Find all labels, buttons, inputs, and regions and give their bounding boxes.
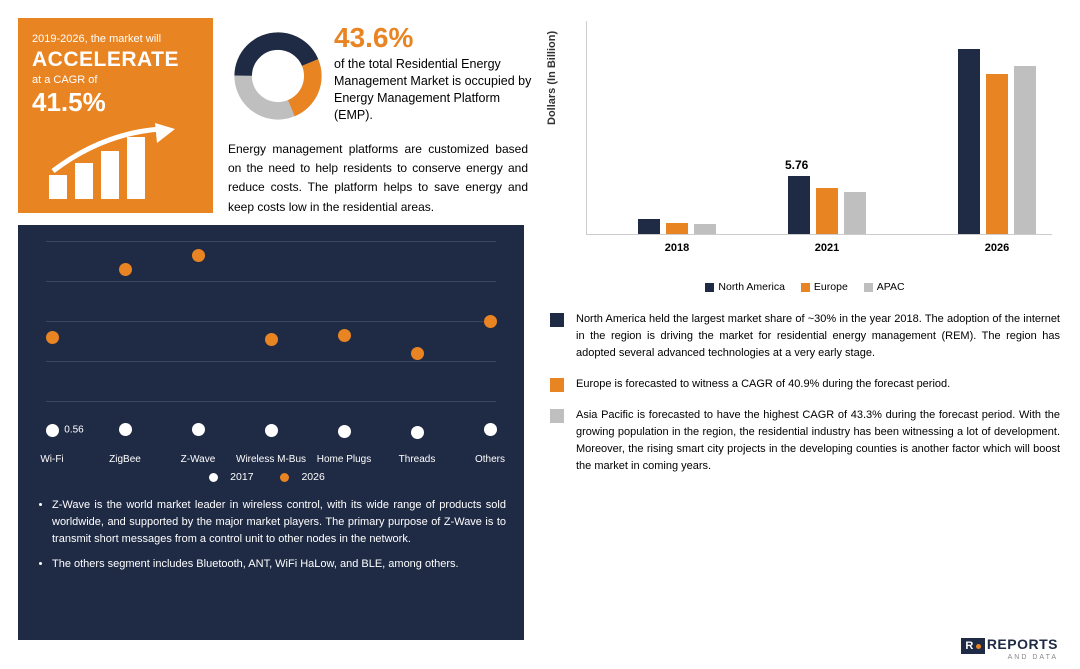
scatter-point (265, 424, 278, 437)
bar-xlabel: 2021 (777, 242, 877, 254)
donut-chart (232, 30, 324, 122)
bar-xlabel: 2026 (947, 242, 1047, 254)
scatter-panel: Wi-Fi 0.56 ZigBeeZ-WaveWireless M-BusHome … (18, 225, 524, 640)
cagr-sub: at a CAGR of (32, 74, 199, 86)
bar (1014, 66, 1036, 234)
region-note-text: North America held the largest market sh… (576, 311, 1060, 362)
region-note: Europe is forecasted to witness a CAGR o… (550, 376, 1060, 393)
region-note-swatch (550, 313, 564, 327)
scatter-point (338, 425, 351, 438)
brand-logo: RREPORTS AND DATA (961, 636, 1058, 661)
scatter-category-label: Wi-Fi (17, 454, 87, 465)
bar (816, 188, 838, 234)
donut-headline-pct: 43.6% (334, 22, 534, 54)
bar-xlabel: 2018 (627, 242, 727, 254)
scatter-point (265, 333, 278, 346)
scatter-point (411, 347, 424, 360)
scatter-point (192, 249, 205, 262)
emp-paragraph: Energy management platforms are customiz… (228, 140, 528, 217)
bar-value-tag: 5.76 (785, 158, 808, 172)
scatter-point (46, 424, 59, 437)
bar (844, 192, 866, 234)
period-text: 2019-2026, the market will (32, 32, 199, 46)
scatter-category-label: Home Plugs (309, 454, 379, 465)
bar (666, 223, 688, 234)
region-note-text: Asia Pacific is forecasted to have the h… (576, 407, 1060, 475)
scatter-category-label: Wireless M-Bus (236, 454, 306, 465)
bar (958, 49, 980, 234)
scatter-legend: 2017 2026 (36, 471, 506, 483)
scatter-bullet: Z-Wave is the world market leader in wir… (52, 497, 506, 548)
scatter-bullets: Z-Wave is the world market leader in wir… (36, 497, 506, 573)
scatter-chart: Wi-Fi0.56ZigBeeZ-WaveWireless M-BusHome … (36, 235, 506, 465)
region-note: Asia Pacific is forecasted to have the h… (550, 407, 1060, 475)
scatter-point (338, 329, 351, 342)
scatter-point (411, 426, 424, 439)
scatter-category-label: ZigBee (90, 454, 160, 465)
scatter-point (46, 331, 59, 344)
region-note-text: Europe is forecasted to witness a CAGR o… (576, 376, 950, 393)
bar-legend-item: Europe (801, 281, 848, 293)
region-notes: North America held the largest market sh… (550, 311, 1060, 475)
scatter-bullet: The others segment includes Bluetooth, A… (52, 556, 506, 573)
bar-ylabel: Dollars (In Billion) (546, 31, 558, 125)
region-note-swatch (550, 409, 564, 423)
bar (694, 224, 716, 234)
scatter-category-label: Threads (382, 454, 452, 465)
scatter-value-tag: 0.56 (64, 424, 83, 435)
region-bar-chart: Dollars (In Billion) 201820215.762026 (550, 15, 1060, 275)
bar (788, 176, 810, 234)
scatter-point (484, 315, 497, 328)
donut-body: of the total Residential Energy Manageme… (334, 56, 534, 124)
scatter-category-label: Z-Wave (163, 454, 233, 465)
growth-bars-icon (43, 123, 183, 203)
bar (638, 219, 660, 234)
accelerate-headline: ACCELERATE (32, 48, 199, 72)
bar-legend: North America Europe APAC (550, 281, 1060, 293)
region-note: North America held the largest market sh… (550, 311, 1060, 362)
bar-legend-item: APAC (864, 281, 905, 293)
accelerate-card: 2019-2026, the market will ACCELERATE at… (18, 18, 213, 213)
bar-group (777, 176, 877, 234)
scatter-point (119, 423, 132, 436)
region-note-swatch (550, 378, 564, 392)
bar-group (627, 219, 727, 234)
scatter-point (484, 423, 497, 436)
cagr-value: 41.5% (32, 87, 199, 118)
bar (986, 74, 1008, 234)
scatter-point (119, 263, 132, 276)
scatter-category-label: Others (455, 454, 525, 465)
scatter-point (192, 423, 205, 436)
bar-group (947, 49, 1047, 234)
bar-legend-item: North America (705, 281, 785, 293)
